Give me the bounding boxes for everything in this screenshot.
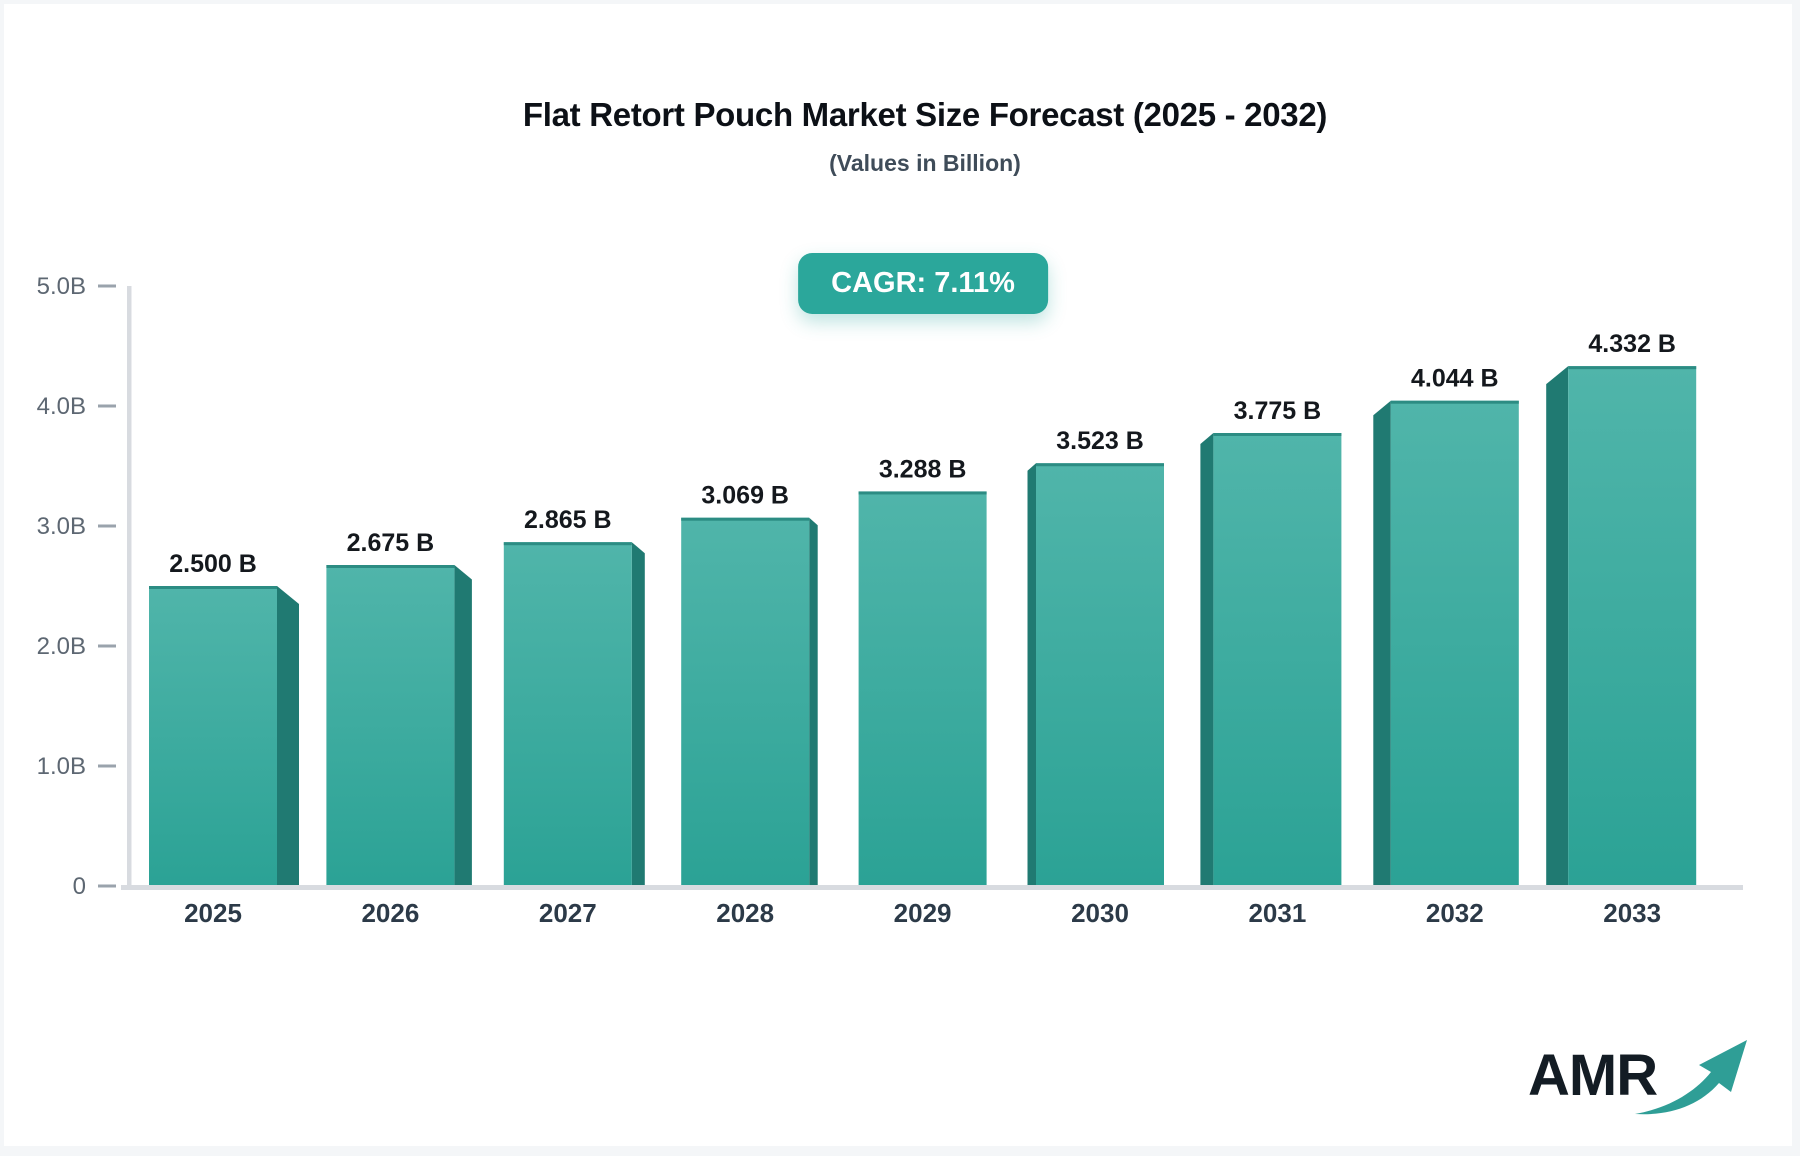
chart-subtitle: (Values in Billion) [829, 150, 1021, 176]
x-axis-baseline [121, 885, 1743, 890]
bar-value-label: 2.865 B [524, 506, 612, 534]
y-axis-tick-label: 1.0B [37, 753, 86, 780]
bar-top-edge [326, 565, 455, 568]
y-axis-tick [98, 284, 116, 288]
bar-top-edge [503, 542, 632, 546]
y-axis-tick-label: 3.0B [37, 513, 86, 540]
bar-2031 [1213, 433, 1342, 887]
y-axis-tick-label: 5.0B [37, 273, 86, 300]
y-axis-tick [98, 524, 116, 528]
chart-header: Flat Retort Pouch Market Size Forecast (… [30, 96, 1800, 177]
bar-2029 [858, 491, 987, 887]
bar-2033 [1568, 366, 1697, 887]
bar-top-edge [1568, 366, 1697, 370]
bar-2028 [681, 517, 810, 887]
x-axis-label: 2030 [1071, 898, 1129, 928]
growth-arrow-icon [1635, 1040, 1747, 1115]
y-axis-tick [98, 884, 116, 888]
cagr-badge: CAGR: 7.11% [798, 253, 1048, 314]
bar-2030 [1036, 463, 1164, 887]
y-axis-tick-label: 4.0B [37, 393, 86, 420]
bar-value-label: 4.332 B [1588, 330, 1676, 358]
bar-value-label: 3.069 B [701, 482, 789, 510]
bar-value-label: 2.675 B [347, 529, 435, 557]
bar-top-edge [1213, 433, 1342, 436]
bar-top-edge [149, 586, 277, 589]
bar-side [631, 542, 645, 888]
x-axis-label: 2026 [361, 898, 419, 928]
bar-value-label: 3.775 B [1234, 397, 1322, 425]
bar-2027 [503, 542, 632, 887]
bar-value-label: 3.523 B [1056, 427, 1144, 455]
bar-side [1200, 433, 1214, 888]
bar-value-label: 2.500 B [169, 550, 257, 578]
bar-top-edge [1036, 463, 1164, 467]
x-axis-label: 2027 [539, 898, 597, 928]
x-axis-label: 2031 [1248, 898, 1306, 928]
bar-side [454, 565, 472, 888]
bar-value-label: 3.288 B [879, 455, 967, 483]
x-axis-label: 2032 [1426, 898, 1484, 928]
bar-2026 [326, 565, 455, 887]
y-axis-tick-label: 0 [73, 873, 86, 900]
y-axis-tick [98, 764, 116, 768]
y-axis-tick [98, 644, 116, 648]
bar-value-label: 4.044 B [1411, 365, 1499, 393]
amr-logo-text: AMR [1528, 1043, 1658, 1108]
x-axis-label: 2025 [184, 898, 242, 928]
bar-side [277, 586, 299, 888]
bar-2032 [1390, 400, 1519, 887]
x-axis-label: 2028 [716, 898, 774, 928]
bar-top-edge [1390, 400, 1519, 404]
y-axis-line [127, 286, 132, 890]
y-axis-tick [98, 404, 116, 408]
bar-side [1027, 463, 1036, 888]
bar-top-edge [858, 491, 987, 495]
bar-side [809, 517, 818, 888]
x-axis-label: 2029 [894, 898, 952, 928]
x-axis-label: 2033 [1603, 898, 1661, 928]
bar-2025 [149, 586, 277, 887]
amr-logo: AMR [1528, 1034, 1747, 1124]
bar-side [1546, 366, 1569, 888]
y-axis-tick-label: 2.0B [37, 633, 86, 660]
bar-top-edge [681, 517, 810, 521]
bar-side [1373, 400, 1391, 888]
chart-title: Flat Retort Pouch Market Size Forecast (… [522, 96, 1328, 133]
